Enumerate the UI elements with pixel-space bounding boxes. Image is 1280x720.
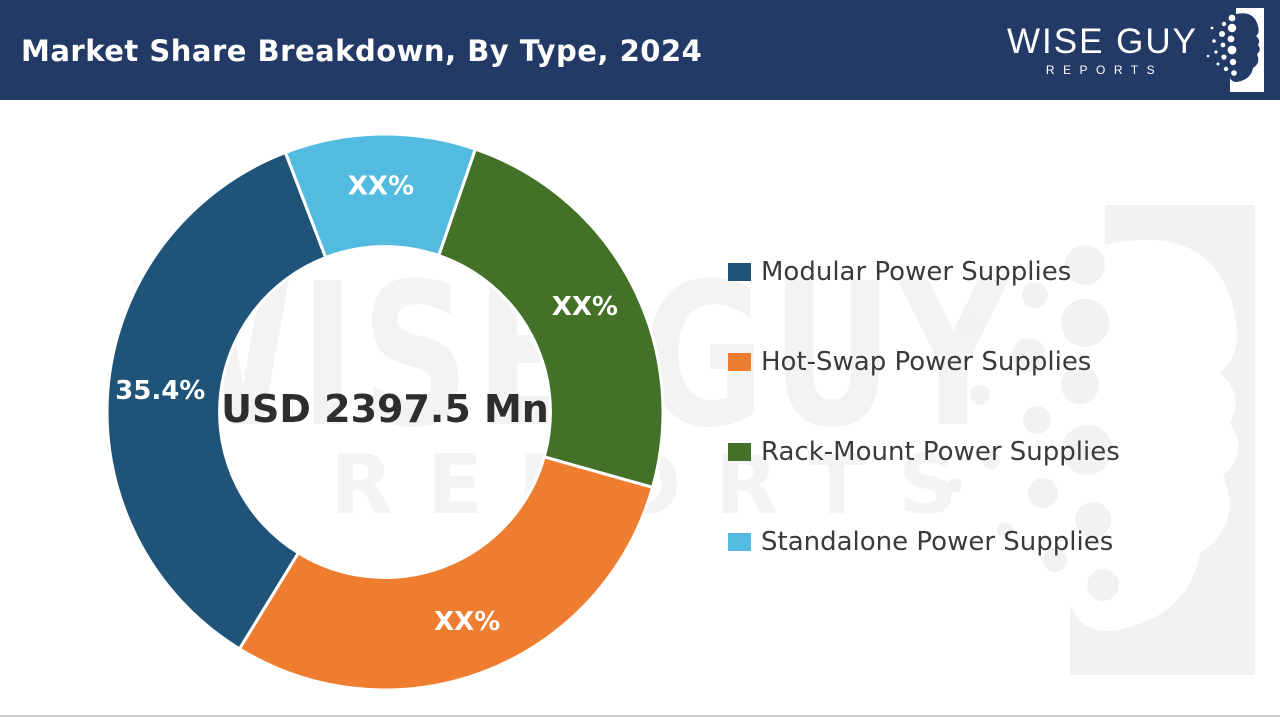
segment-percentage-label-2: XX%	[552, 292, 618, 322]
legend-swatch-standalone	[728, 533, 751, 551]
wise-guy-logo: WISE GUY REPORTS	[1007, 8, 1264, 92]
donut-segment-2	[437, 147, 665, 489]
donut-segment-1	[237, 455, 655, 692]
legend-item-rack-mount: Rack-Mount Power Supplies	[728, 434, 1120, 470]
page-title: Market Share Breakdown, By Type, 2024	[21, 34, 703, 68]
legend-swatch-hot-swap	[728, 353, 751, 371]
segment-percentage-label-3: XX%	[348, 171, 414, 201]
chart-center-value: USD 2397.5 Mn	[221, 387, 549, 431]
legend-label: Standalone Power Supplies	[761, 527, 1114, 557]
footer-divider	[0, 715, 1280, 717]
chart-legend: Modular Power Supplies Hot-Swap Power Su…	[728, 254, 1120, 560]
logo-text: WISE GUY REPORTS	[1006, 21, 1198, 77]
logo-wordmark: WISE GUY	[1006, 21, 1198, 61]
donut-segment-3	[283, 132, 477, 260]
legend-label: Modular Power Supplies	[761, 257, 1072, 287]
legend-swatch-modular	[728, 263, 751, 281]
legend-label: Rack-Mount Power Supplies	[761, 437, 1120, 467]
segment-percentage-label-1: XX%	[434, 607, 500, 637]
watermark-face-icon	[948, 205, 1255, 675]
legend-swatch-rack-mount	[728, 443, 751, 461]
logo-subtitle: REPORTS	[1045, 62, 1164, 77]
legend-item-standalone: Standalone Power Supplies	[728, 524, 1120, 560]
donut-chart: 35.4% XX% XX% XX%	[70, 97, 700, 720]
legend-label: Hot-Swap Power Supplies	[761, 347, 1092, 377]
logo-face-icon	[1206, 8, 1264, 92]
donut-segment-0	[105, 150, 328, 651]
segment-percentage-label-0: 35.4%	[115, 376, 205, 406]
header-bar: Market Share Breakdown, By Type, 2024 WI…	[0, 0, 1280, 100]
legend-item-hot-swap: Hot-Swap Power Supplies	[728, 344, 1120, 380]
legend-item-modular: Modular Power Supplies	[728, 254, 1120, 290]
